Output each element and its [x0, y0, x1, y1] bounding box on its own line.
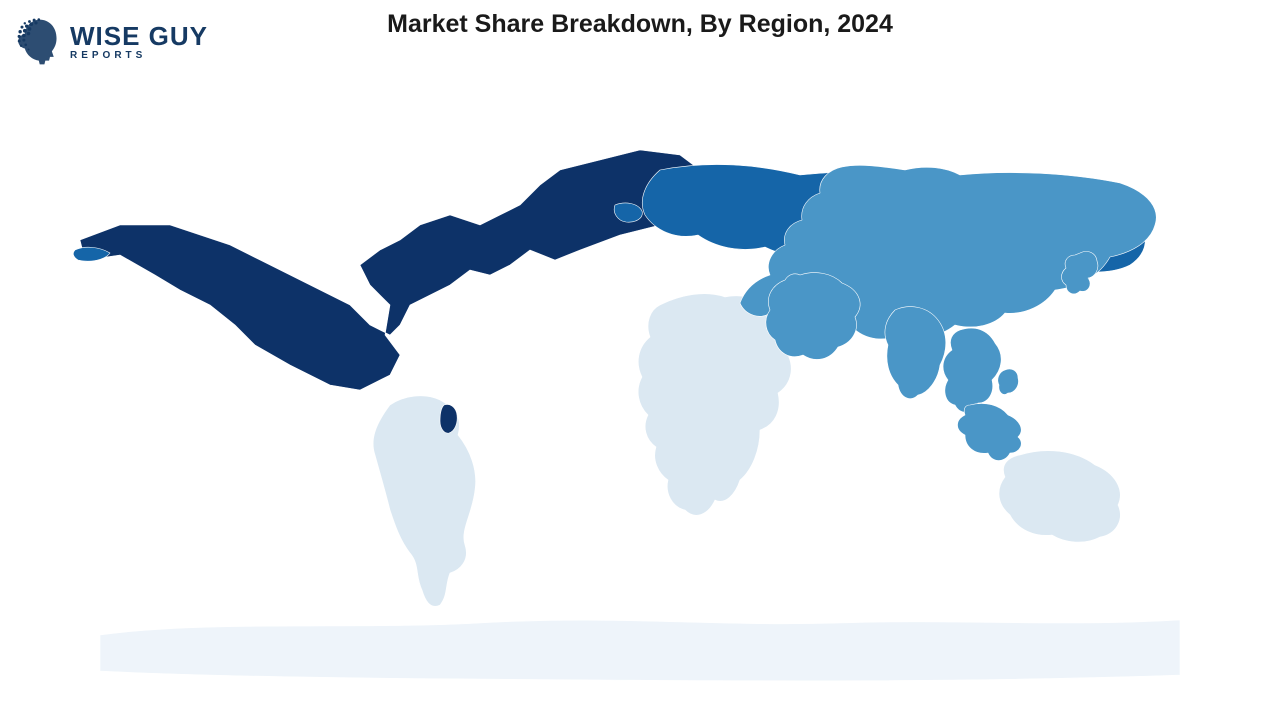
world-map [60, 75, 1220, 695]
region-french-guiana-highlight [440, 404, 457, 433]
region-maritime-sea [958, 403, 1022, 460]
region-antarctica [100, 620, 1180, 681]
region-north-america [80, 150, 720, 390]
slide-root: WISE GUY REPORTS Market Share Breakdown,… [0, 0, 1280, 720]
world-map-svg [60, 75, 1220, 695]
region-middle-east [766, 273, 860, 360]
region-india [885, 307, 946, 399]
chart-title: Market Share Breakdown, By Region, 2024 [0, 10, 1280, 39]
region-south-america [373, 396, 476, 606]
logo-subtitle: REPORTS [70, 51, 208, 61]
region-philippines [998, 369, 1019, 394]
region-australia [999, 451, 1120, 542]
region-southeast-asia [943, 328, 1001, 412]
